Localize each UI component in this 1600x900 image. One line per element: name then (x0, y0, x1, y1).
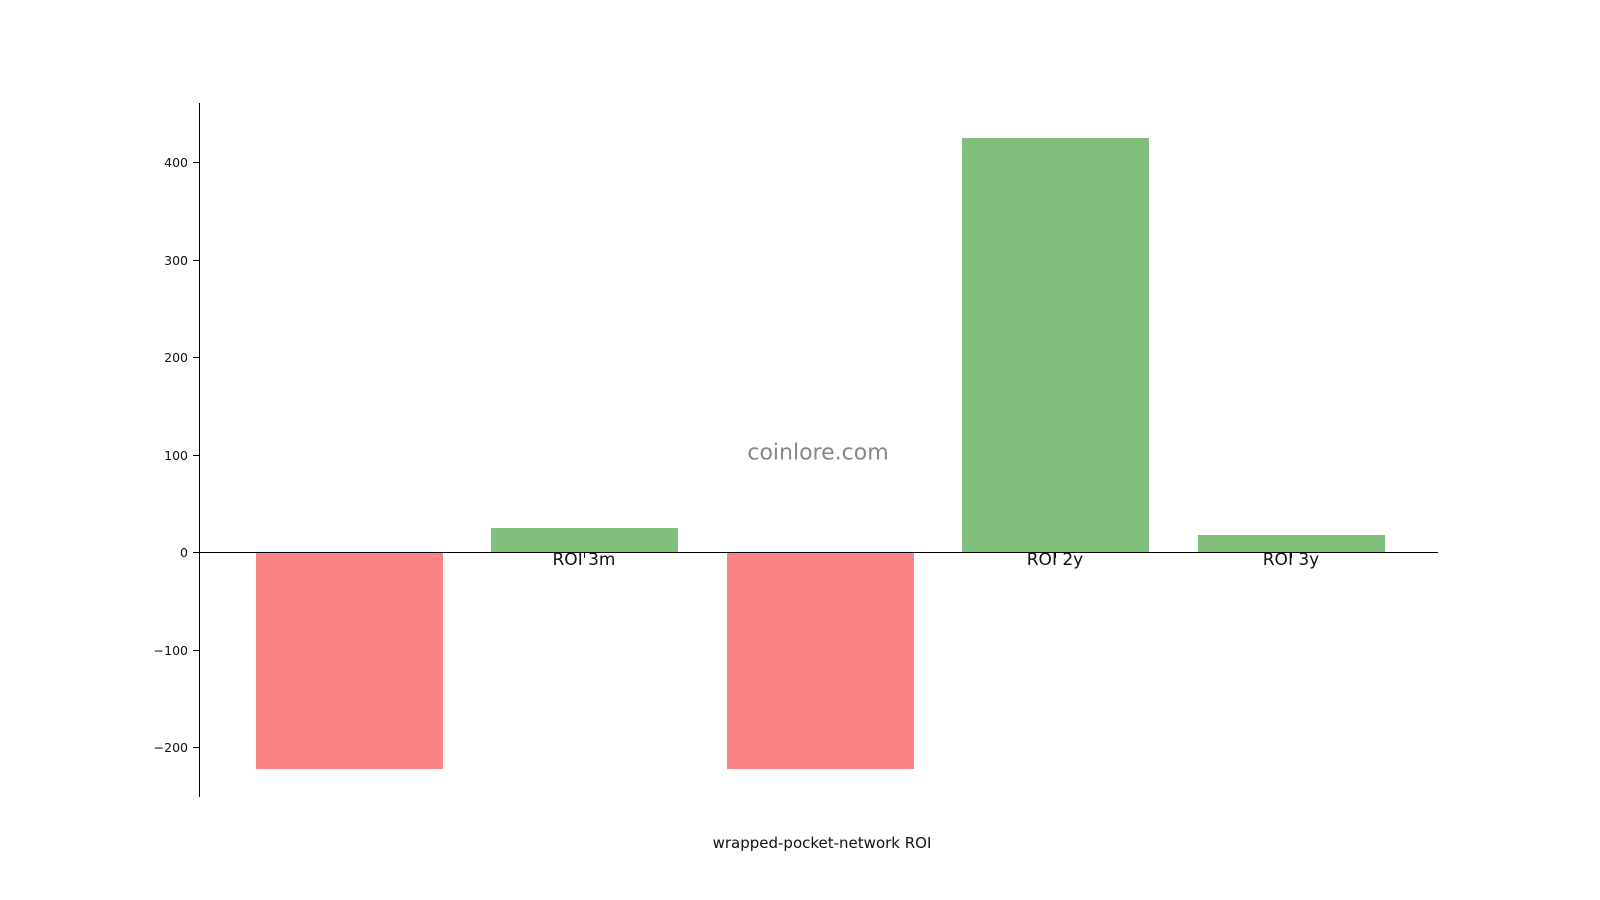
x-tick-label-roi-2y: ROI 2y (1026, 550, 1084, 570)
y-tick-mark (193, 747, 199, 748)
y-tick-label: 400 (164, 155, 188, 170)
y-tick-label: 0 (180, 545, 188, 560)
y-tick-mark (193, 455, 199, 456)
x-axis-zero-line (199, 552, 1438, 553)
chart-title: wrapped-pocket-network ROI (712, 834, 932, 852)
y-tick-mark (193, 552, 199, 553)
y-tick-label: −100 (153, 643, 188, 658)
y-axis-line (199, 103, 200, 797)
x-tick-label-roi-3m: ROI 3m (552, 550, 616, 570)
bar-roi-3m (490, 528, 678, 552)
watermark: coinlore.com (747, 440, 889, 466)
y-tick-label: 100 (164, 448, 188, 463)
bar-1 (255, 553, 443, 769)
bar-3 (726, 553, 914, 769)
y-tick-mark (193, 162, 199, 163)
x-tick-mark (1291, 553, 1292, 558)
x-tick-label-roi-3y: ROI 3y (1262, 550, 1320, 570)
y-tick-mark (193, 650, 199, 651)
y-tick-label: −200 (153, 740, 188, 755)
bar-roi-3y (1197, 535, 1385, 552)
y-tick-mark (193, 357, 199, 358)
y-tick-mark (193, 260, 199, 261)
x-tick-mark (584, 553, 585, 558)
x-tick-mark (1055, 553, 1056, 558)
y-tick-label: 300 (164, 253, 188, 268)
bar-roi-2y (961, 138, 1149, 552)
y-tick-label: 200 (164, 350, 188, 365)
